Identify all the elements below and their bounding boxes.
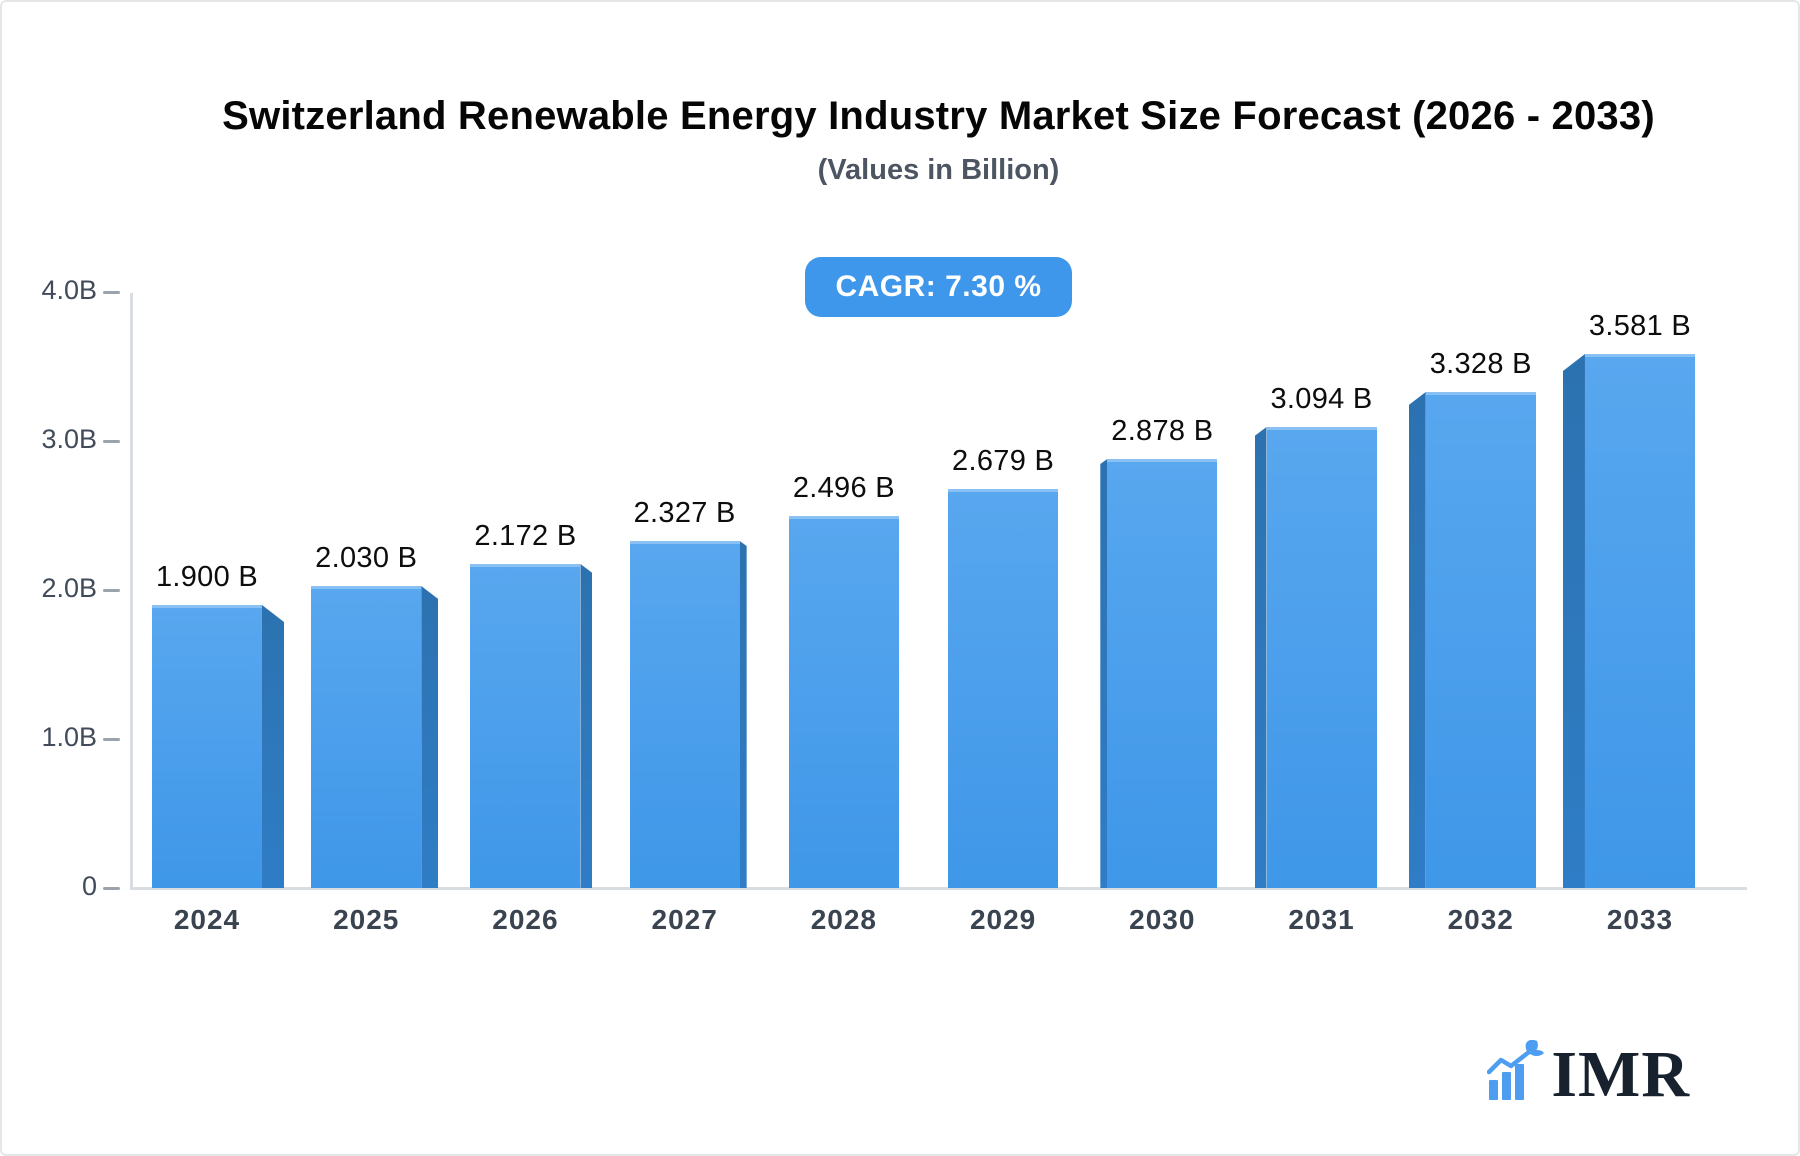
bar-3d-side-face (1562, 354, 1585, 888)
x-axis-category-label: 2025 (333, 904, 400, 935)
x-axis-category-label: 2033 (1606, 904, 1674, 935)
y-axis-tick-mark (103, 887, 120, 890)
x-axis-category-label: 2032 (1447, 904, 1514, 935)
bar-3d-side-face (1408, 392, 1426, 888)
bar-3d-side-face (739, 541, 747, 888)
bar-2025 (311, 586, 422, 888)
cagr-badge: CAGR: 7.30 % (805, 257, 1072, 317)
bar-value-label: 2.496 B (792, 472, 895, 504)
imr-logo-icon (1487, 1039, 1545, 1100)
y-axis-line (130, 293, 133, 888)
chart-subtitle: (Values in Billion) (817, 154, 1060, 186)
bar-value-label: 2.030 B (315, 542, 418, 574)
x-axis-category-label: 2029 (969, 904, 1037, 935)
bar-value-label: 1.900 B (155, 561, 259, 593)
bar-3d-side-face (1254, 427, 1267, 888)
bar-value-label: 3.328 B (1429, 348, 1532, 380)
x-axis-category-label: 2027 (651, 904, 718, 935)
x-axis-category-label: 2026 (492, 904, 559, 935)
bar-2028 (788, 516, 899, 888)
y-axis-tick-mark (103, 440, 120, 443)
bar-3d-side-face (421, 586, 439, 888)
chart-title: Switzerland Renewable Energy Industry Ma… (222, 94, 1655, 138)
bar-3d-side-face (1100, 459, 1108, 888)
y-axis-tick-mark (103, 589, 120, 592)
cagr-badge-wrap: CAGR: 7.30 % (130, 257, 1747, 317)
x-axis-category-label: 2028 (810, 904, 878, 935)
chart-header: Switzerland Renewable Energy Industry Ma… (130, 94, 1747, 187)
bar-2029 (948, 489, 1059, 888)
y-axis-tick-label: 1.0B (41, 722, 97, 752)
bar-2026 (470, 564, 581, 888)
x-axis-baseline (130, 887, 1747, 890)
bar-2031 (1266, 427, 1377, 888)
bar-chart-growth-leaf-icon (1487, 1039, 1545, 1102)
bar-3d-side-face (580, 564, 593, 888)
y-axis-tick-label: 0 (81, 871, 97, 901)
bar-value-label: 3.094 B (1270, 383, 1373, 415)
bar-value-label: 2.878 B (1111, 415, 1214, 447)
x-axis-category-label: 2030 (1129, 904, 1196, 935)
bar-2032 (1425, 392, 1536, 888)
y-axis-tick-mark (103, 738, 120, 741)
imr-logo-text: IMR (1551, 1037, 1690, 1111)
bar-value-label: 3.581 B (1588, 310, 1691, 342)
imr-logo: IMR (1487, 1037, 1690, 1111)
y-axis-tick-label: 2.0B (41, 573, 97, 603)
x-axis-category-label: 2031 (1288, 904, 1355, 935)
bar-value-label: 2.172 B (474, 520, 577, 552)
y-axis-tick-label: 4.0B (41, 275, 97, 305)
bar-value-label: 2.327 B (633, 497, 736, 529)
y-axis-tick-mark (103, 291, 120, 294)
bar-2024 (152, 605, 262, 888)
y-axis-tick-label: 3.0B (41, 424, 97, 454)
x-axis-category-label: 2024 (173, 904, 241, 935)
bar-2030 (1107, 459, 1218, 888)
bar-2033 (1584, 354, 1695, 888)
bar-3d-side-face (262, 605, 284, 888)
bar-2027 (629, 541, 740, 888)
bar-value-label: 2.679 B (952, 445, 1055, 477)
